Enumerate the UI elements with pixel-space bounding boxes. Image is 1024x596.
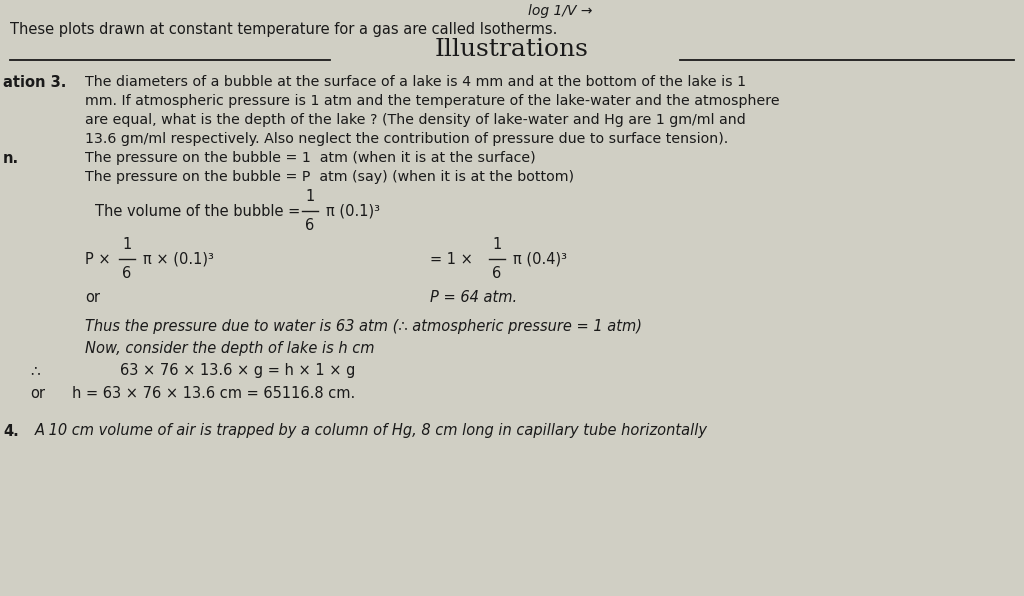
Text: = 1 ×: = 1 × <box>430 252 473 266</box>
Text: 1: 1 <box>123 237 132 252</box>
Text: or: or <box>30 386 45 401</box>
Text: 6: 6 <box>123 266 132 281</box>
Text: These plots drawn at constant temperature for a gas are called Isotherms.: These plots drawn at constant temperatur… <box>10 22 557 37</box>
Text: π × (0.1)³: π × (0.1)³ <box>143 252 214 266</box>
Text: Now, consider the depth of lake is h cm: Now, consider the depth of lake is h cm <box>85 342 375 356</box>
Text: 1: 1 <box>305 189 314 204</box>
Text: π (0.1)³: π (0.1)³ <box>326 203 380 219</box>
Text: Thus the pressure due to water is 63 atm (∴ atmospheric pressure = 1 atm): Thus the pressure due to water is 63 atm… <box>85 319 642 334</box>
Text: The volume of the bubble =: The volume of the bubble = <box>95 203 305 219</box>
Text: P = 64 atm.: P = 64 atm. <box>430 290 517 305</box>
Text: 1: 1 <box>493 237 502 252</box>
Text: Illustrations: Illustrations <box>435 38 589 61</box>
Text: log 1/V →: log 1/V → <box>527 4 592 18</box>
Text: π (0.4)³: π (0.4)³ <box>513 252 567 266</box>
Text: 4.: 4. <box>3 424 18 439</box>
Text: The pressure on the bubble = P  atm (say) (when it is at the bottom): The pressure on the bubble = P atm (say)… <box>85 170 574 184</box>
Text: ∴: ∴ <box>30 364 40 378</box>
Text: The diameters of a bubble at the surface of a lake is 4 mm and at the bottom of : The diameters of a bubble at the surface… <box>85 75 746 89</box>
Text: 13.6 gm/ml respectively. Also neglect the contribution of pressure due to surfac: 13.6 gm/ml respectively. Also neglect th… <box>85 132 728 146</box>
Text: are equal, what is the depth of the lake ? (The density of lake-water and Hg are: are equal, what is the depth of the lake… <box>85 113 745 127</box>
Text: ation 3.: ation 3. <box>3 75 67 90</box>
Text: 6: 6 <box>305 218 314 233</box>
Text: 63 × 76 × 13.6 × g = h × 1 × g: 63 × 76 × 13.6 × g = h × 1 × g <box>120 364 355 378</box>
Text: or: or <box>85 290 100 305</box>
Text: P ×: P × <box>85 252 116 266</box>
Text: mm. If atmospheric pressure is 1 atm and the temperature of the lake-water and t: mm. If atmospheric pressure is 1 atm and… <box>85 94 779 108</box>
Text: The pressure on the bubble = 1  atm (when it is at the surface): The pressure on the bubble = 1 atm (when… <box>85 151 536 165</box>
Text: n.: n. <box>3 151 19 166</box>
Text: A 10 cm volume of air is trapped by a column of Hg, 8 cm long in capillary tube : A 10 cm volume of air is trapped by a co… <box>35 424 708 439</box>
Text: 6: 6 <box>493 266 502 281</box>
Text: h = 63 × 76 × 13.6 cm = 65116.8 cm.: h = 63 × 76 × 13.6 cm = 65116.8 cm. <box>72 386 355 401</box>
